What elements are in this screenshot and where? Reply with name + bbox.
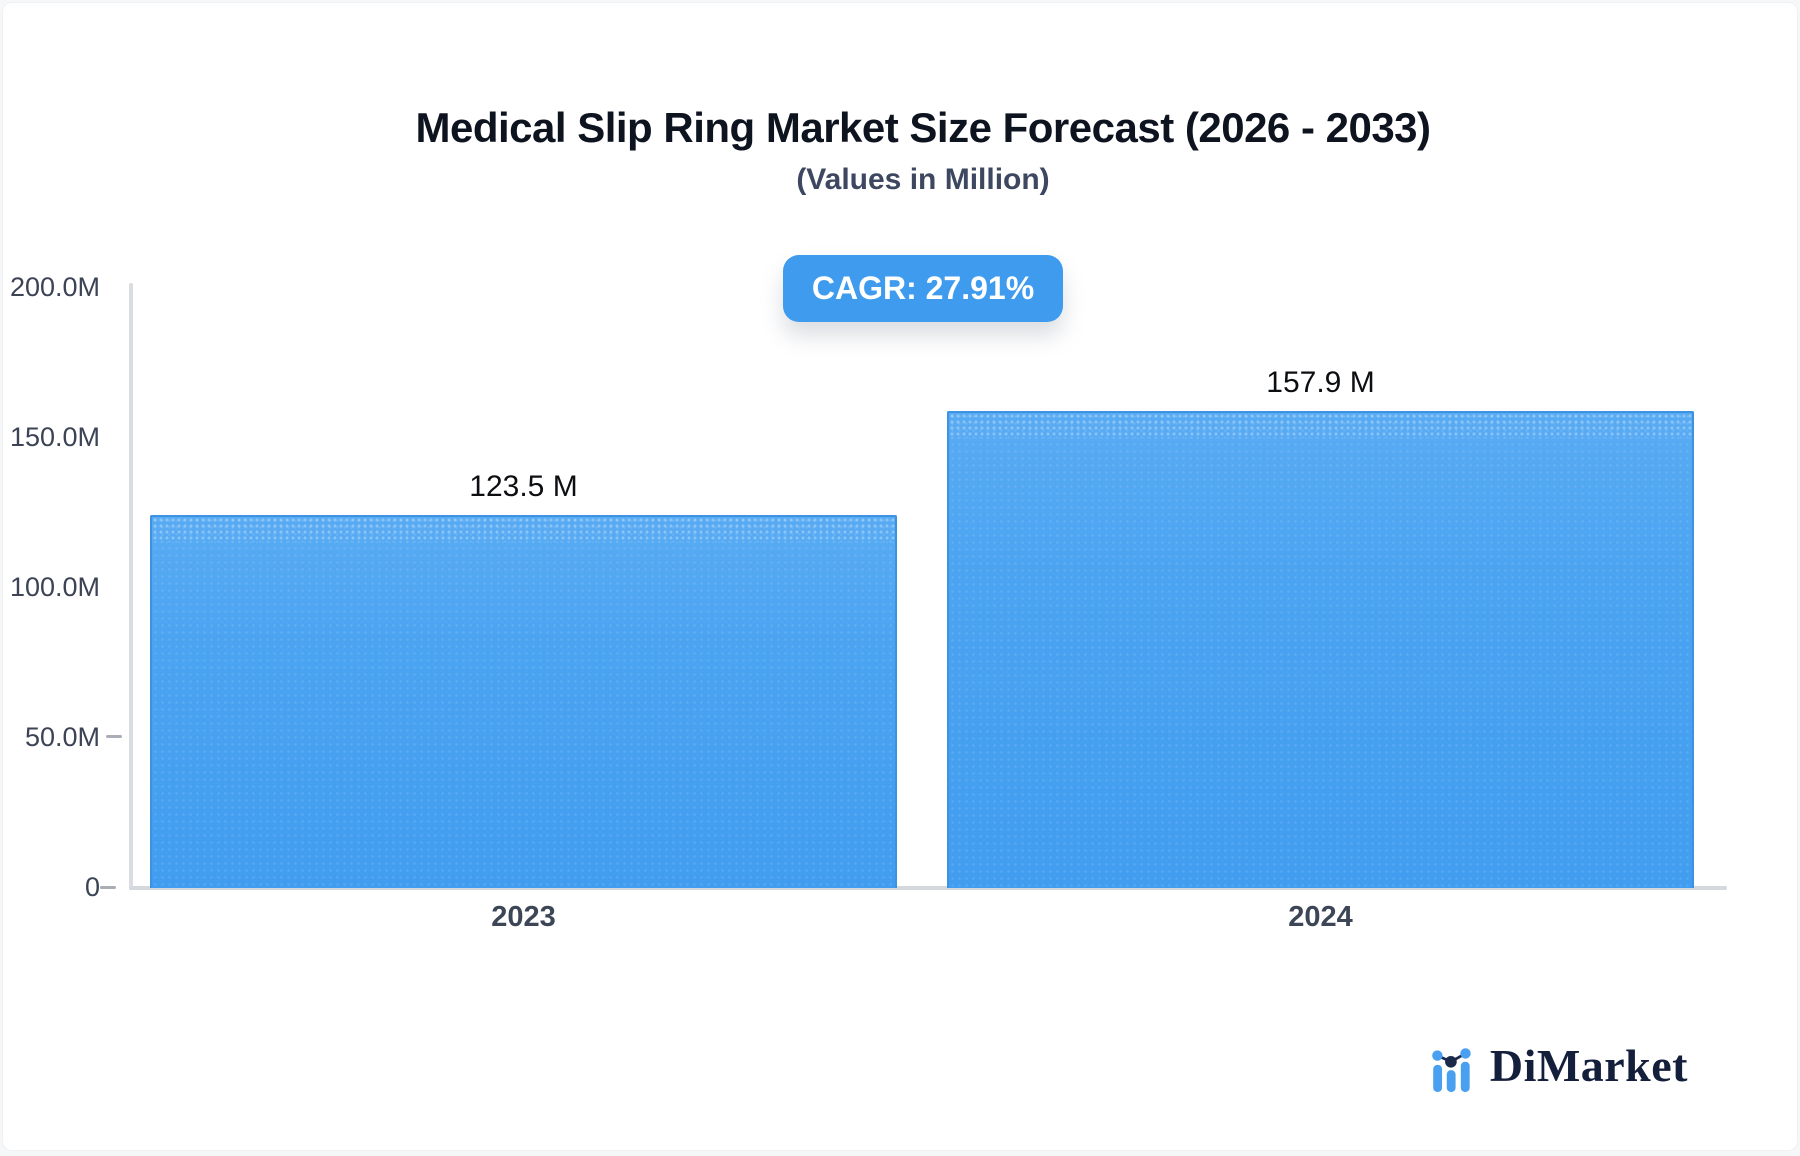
chart-subtitle: (Values in Million) <box>796 163 1050 196</box>
y-tick-label-50m: 50.0M <box>24 722 100 752</box>
y-axis-line <box>129 283 133 890</box>
dimarket-logo: DiMarket <box>1430 1036 1688 1092</box>
y-tick-mark-0 <box>100 886 116 889</box>
dimarket-logo-icon <box>1432 1048 1471 1092</box>
bar-2024 <box>947 411 1694 888</box>
bar-value-label-2023: 123.5 M <box>469 470 578 504</box>
y-tick-mark-50m <box>106 735 122 738</box>
y-tick-label-100m: 100.0M <box>9 572 100 602</box>
dimarket-logo-text: DiMarket <box>1489 1040 1688 1091</box>
bar-value-label-2024: 157.9 M <box>1266 366 1375 400</box>
y-tick-label-200m: 200.0M <box>9 272 100 302</box>
x-tick-label-2023: 2023 <box>491 901 556 933</box>
bar-2023 <box>150 515 897 888</box>
y-tick-label-150m: 150.0M <box>9 422 100 452</box>
x-axis-line <box>129 886 1727 890</box>
y-tick-label-0: 0 <box>84 872 100 902</box>
chart-title: Medical Slip Ring Market Size Forecast (… <box>415 104 1431 151</box>
x-tick-label-2024: 2024 <box>1288 901 1353 933</box>
cagr-badge: CAGR: 27.91% <box>783 255 1063 322</box>
